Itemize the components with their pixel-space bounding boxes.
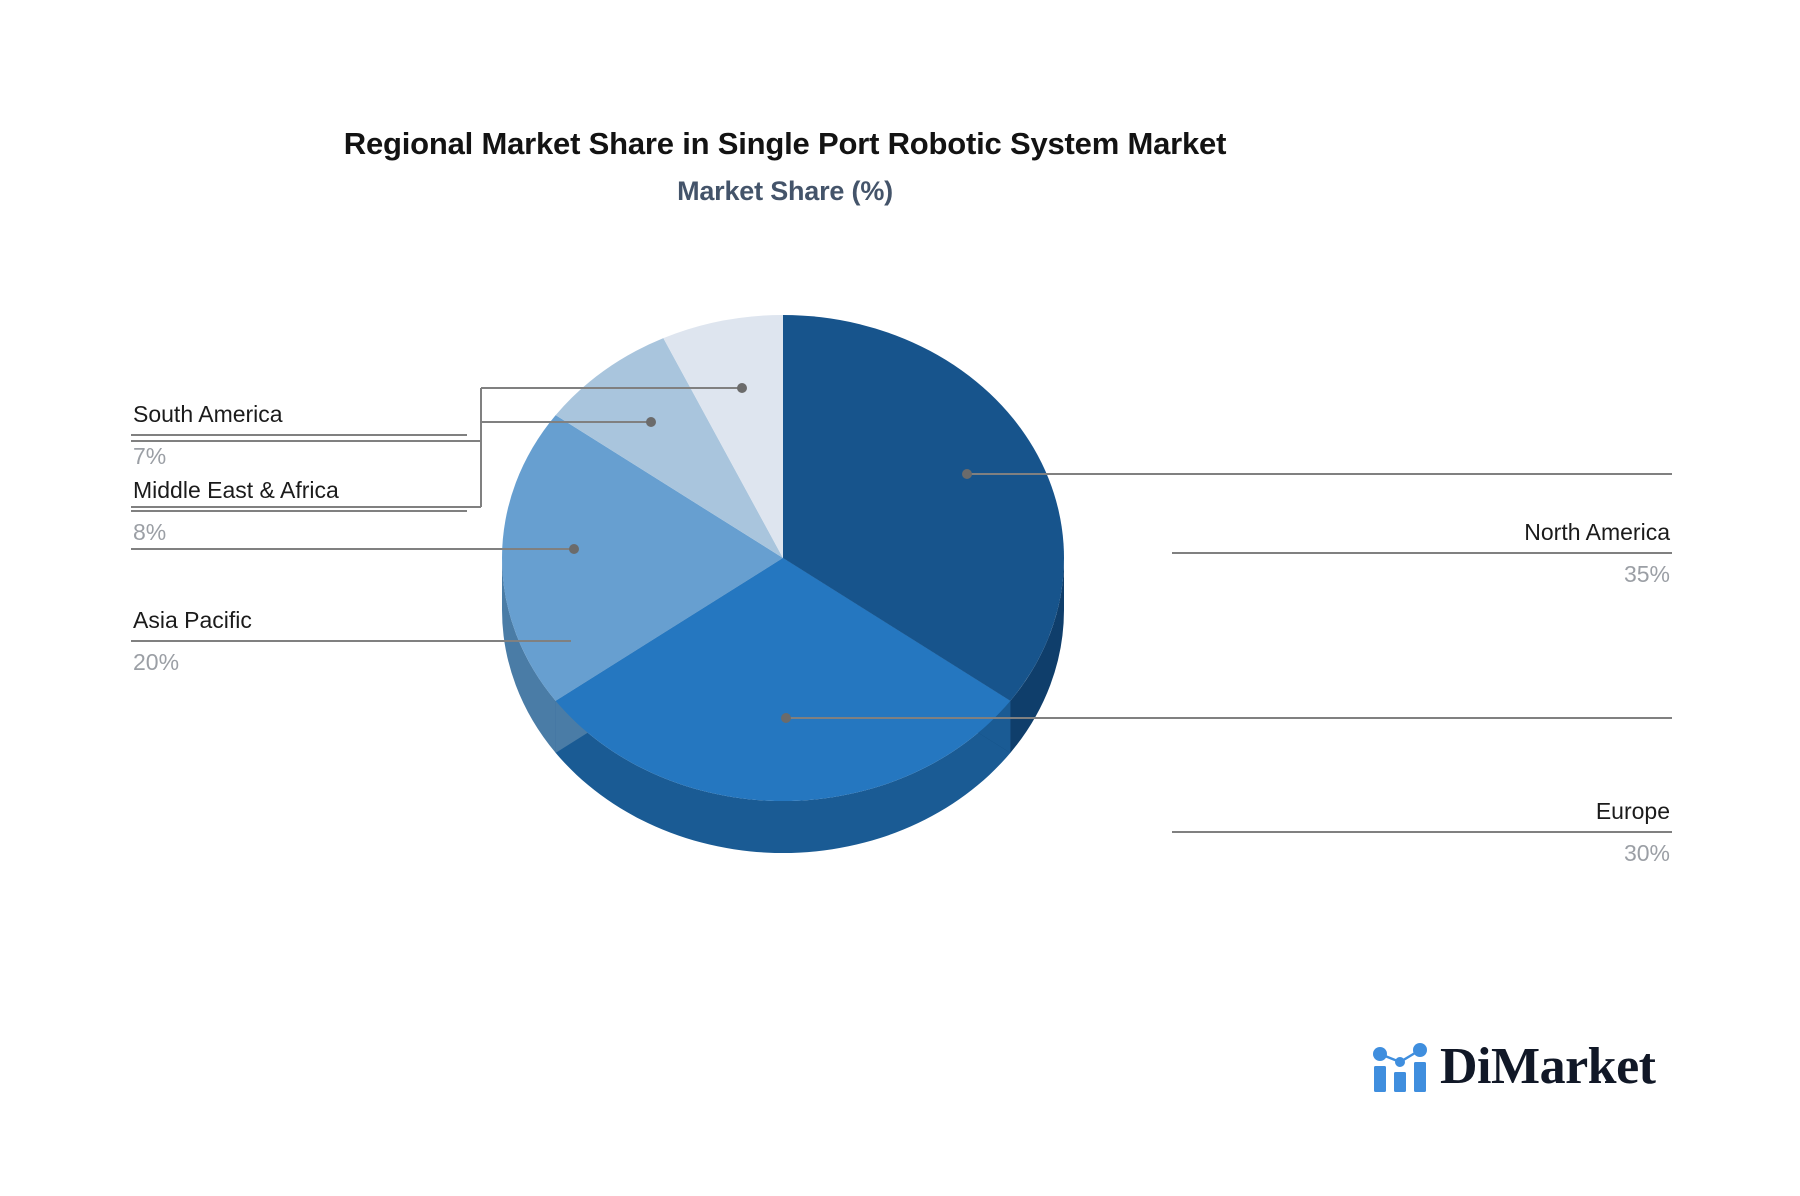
bar-chart-logo-icon bbox=[1373, 1043, 1427, 1092]
callout-rule bbox=[131, 639, 571, 642]
pie-slice-side bbox=[555, 700, 1011, 853]
brand-logo: DiMarket bbox=[1372, 1038, 1656, 1095]
callout-north-america[interactable]: North America 35% bbox=[1172, 518, 1672, 589]
leader-anchor-dot bbox=[962, 469, 972, 479]
callout-europe[interactable]: Europe 30% bbox=[1172, 797, 1672, 868]
callout-label-south-america: South America bbox=[133, 401, 283, 427]
callout-middle-east-africa[interactable]: Middle East & Africa 8% bbox=[131, 476, 467, 547]
pie-slices bbox=[501, 315, 1064, 801]
callout-value-asia-pacific: 20% bbox=[133, 648, 180, 675]
callout-south-america[interactable]: South America 7% bbox=[131, 400, 467, 471]
callout-value-north-america: 35% bbox=[1623, 560, 1670, 587]
leader-anchor-dot bbox=[737, 383, 747, 393]
leader-lines bbox=[131, 383, 1672, 723]
pie-slice-middle-east-africa[interactable] bbox=[555, 338, 783, 558]
callout-asia-pacific[interactable]: Asia Pacific 20% bbox=[131, 606, 571, 677]
leader-anchor-dot bbox=[569, 544, 579, 554]
leader-anchor-dot bbox=[781, 713, 791, 723]
callout-value-europe: 30% bbox=[1623, 839, 1670, 866]
chart-subtitle: Market Share (%) bbox=[677, 176, 893, 207]
pie-slice-side bbox=[1010, 558, 1064, 753]
leader-anchor-dot bbox=[646, 417, 656, 427]
brand-name: DiMarket bbox=[1440, 1038, 1656, 1095]
callout-rule bbox=[1172, 551, 1672, 554]
pie-slice-asia-pacific[interactable] bbox=[501, 415, 783, 701]
callout-rule bbox=[131, 509, 467, 512]
pie-slice-europe[interactable] bbox=[555, 558, 1011, 801]
callout-rule bbox=[1172, 830, 1672, 833]
pie-slice-south-america[interactable] bbox=[663, 315, 783, 558]
chart-title: Regional Market Share in Single Port Rob… bbox=[343, 126, 1227, 161]
chart-header: Regional Market Share in Single Port Rob… bbox=[0, 125, 1570, 208]
callout-value-middle-east-africa: 8% bbox=[133, 518, 167, 545]
callout-label-asia-pacific: Asia Pacific bbox=[133, 607, 252, 633]
pie-slice-side bbox=[502, 558, 556, 753]
callout-label-middle-east-africa: Middle East & Africa bbox=[133, 477, 339, 503]
callout-label-europe: Europe bbox=[1595, 798, 1670, 824]
callout-label-north-america: North America bbox=[1524, 519, 1670, 545]
pie-slice-north-america[interactable] bbox=[783, 315, 1064, 701]
callout-value-south-america: 7% bbox=[133, 442, 167, 469]
callout-rule bbox=[131, 433, 467, 436]
